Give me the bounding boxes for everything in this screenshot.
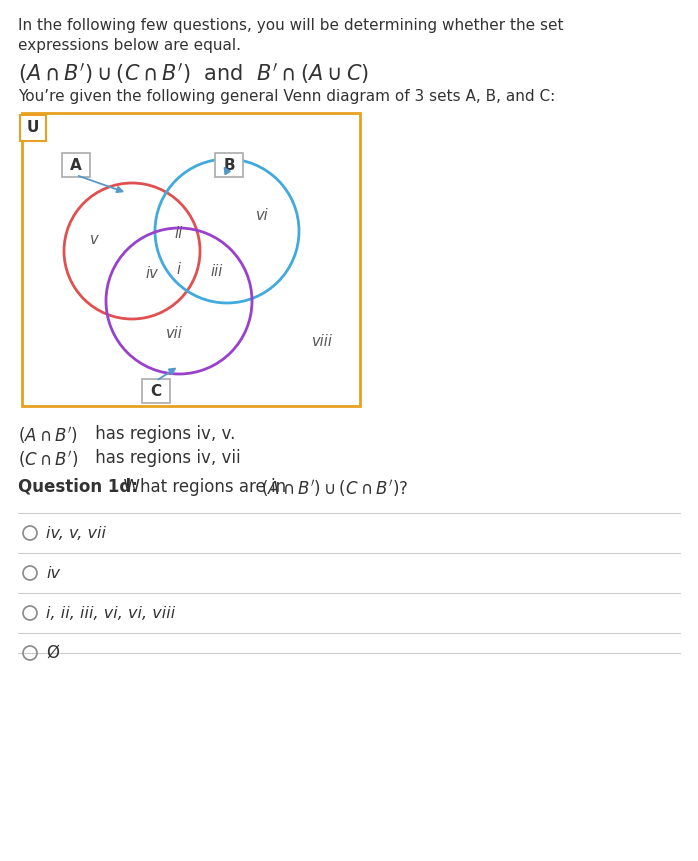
Text: iv: iv [146,265,158,281]
Text: A: A [70,158,82,172]
Text: ii: ii [175,226,183,240]
Text: expressions below are equal.: expressions below are equal. [18,38,241,53]
Text: i: i [177,262,181,276]
Text: v: v [89,232,98,246]
Text: has regions iv, vii: has regions iv, vii [90,449,241,467]
Text: $(A \cap B') \cup (C \cap B')$  and  $B' \cap (A \cup C)$: $(A \cap B') \cup (C \cap B')$ and $B' \… [18,61,369,86]
Text: vi: vi [255,208,268,224]
Text: What regions are in: What regions are in [113,478,291,496]
Text: C: C [151,383,161,399]
Text: U: U [27,121,39,135]
Text: i, ii, iii, vi, vi, viii: i, ii, iii, vi, vi, viii [46,605,175,621]
Text: You’re given the following general Venn diagram of 3 sets A, B, and C:: You’re given the following general Venn … [18,89,555,104]
Text: In the following few questions, you will be determining whether the set: In the following few questions, you will… [18,18,563,33]
Text: $(C \cap B')$: $(C \cap B')$ [18,449,78,470]
Text: iii: iii [211,263,223,278]
FancyBboxPatch shape [20,115,46,141]
FancyBboxPatch shape [142,379,170,403]
FancyBboxPatch shape [215,153,243,177]
Text: $(A \cap B') \cup (C \cap B')$?: $(A \cap B') \cup (C \cap B')$? [261,478,408,499]
Text: iv: iv [46,566,60,580]
FancyBboxPatch shape [62,153,90,177]
Text: has regions iv, v.: has regions iv, v. [90,425,235,443]
Text: viii: viii [311,333,332,349]
Bar [22,113,360,406]
Text: Ø: Ø [46,644,59,662]
Text: iv, v, vii: iv, v, vii [46,525,106,541]
Text: vii: vii [165,325,182,340]
Text: Question 1d:: Question 1d: [18,478,138,496]
Text: $(A \cap B')$: $(A \cap B')$ [18,425,78,446]
Text: B: B [223,158,235,172]
